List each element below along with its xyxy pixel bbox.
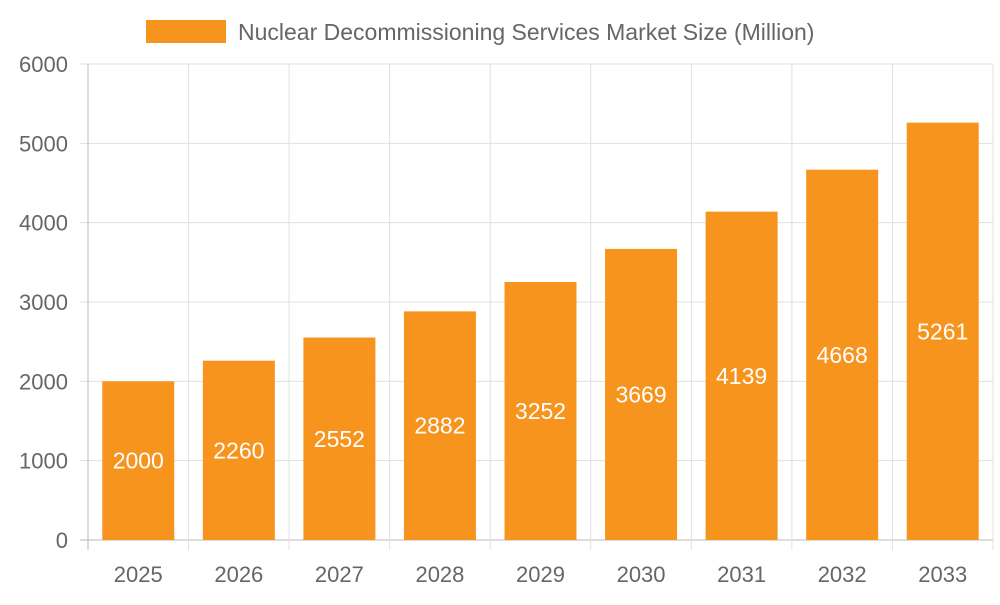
bar-2027 xyxy=(303,337,376,540)
data-label-2025: 2000 xyxy=(113,448,164,474)
y-tick-label: 3000 xyxy=(19,290,68,315)
gridlines xyxy=(80,63,994,550)
bars: 2000 2260 2552 2882 3252 3669 4139 4668 5261 xyxy=(102,122,979,541)
data-label-2027: 2552 xyxy=(314,426,365,452)
bar-2032 xyxy=(806,169,879,540)
x-tick-label: 2027 xyxy=(315,562,364,587)
bar-2026 xyxy=(202,360,275,540)
x-tick-label: 2032 xyxy=(818,562,867,587)
x-tick-label: 2025 xyxy=(114,562,163,587)
data-label-2028: 2882 xyxy=(414,413,465,439)
x-tick-label: 2029 xyxy=(516,562,565,587)
y-tick-label: 6000 xyxy=(19,52,68,77)
x-tick-label: 2031 xyxy=(717,562,766,587)
bar-2028 xyxy=(403,311,476,540)
axes: 0 1000 2000 3000 4000 5000 6000 2025 2026 2027 202… xyxy=(19,52,967,587)
legend-label: Nuclear Decommissioning Services Market … xyxy=(238,19,814,45)
x-tick-label: 2033 xyxy=(918,562,967,587)
data-label-2026: 2260 xyxy=(213,437,264,463)
data-label-2031: 4139 xyxy=(716,363,767,389)
x-tick-label: 2028 xyxy=(415,562,464,587)
bar-2025 xyxy=(102,381,175,540)
bar-2033 xyxy=(906,122,979,541)
y-tick-label: 5000 xyxy=(19,131,68,156)
legend-swatch xyxy=(146,20,226,43)
legend[interactable]: Nuclear Decommissioning Services Market … xyxy=(146,19,814,45)
y-tick-label: 2000 xyxy=(19,369,68,394)
data-label-2030: 3669 xyxy=(615,381,666,407)
y-tick-label: 1000 xyxy=(19,449,68,474)
y-tick-label: 4000 xyxy=(19,211,68,236)
data-label-2033: 5261 xyxy=(917,318,968,344)
data-label-2029: 3252 xyxy=(515,398,566,424)
bar-2029 xyxy=(504,282,577,540)
y-tick-label: 0 xyxy=(56,528,68,553)
x-tick-label: 2030 xyxy=(617,562,666,587)
bar-2031 xyxy=(705,211,778,540)
x-tick-label: 2026 xyxy=(214,562,263,587)
bar-2030 xyxy=(605,248,678,540)
data-label-2032: 4668 xyxy=(817,342,868,368)
